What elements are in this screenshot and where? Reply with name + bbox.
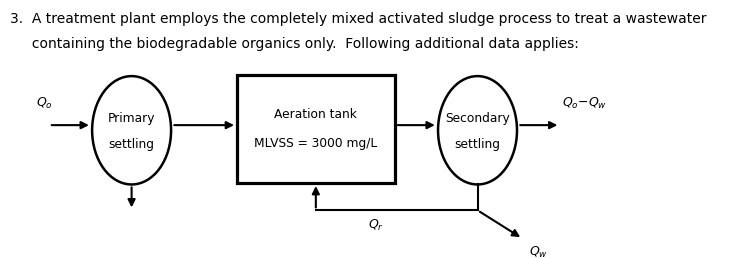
Text: $Q_w$: $Q_w$ (529, 245, 547, 258)
Text: $Q_o$$-$$Q_w$: $Q_o$$-$$Q_w$ (562, 96, 608, 111)
Text: $Q_o$: $Q_o$ (36, 96, 53, 111)
Text: $Q_r$: $Q_r$ (368, 218, 384, 233)
Text: Primary: Primary (108, 112, 156, 125)
Bar (237, 75, 395, 183)
Text: settling: settling (108, 138, 155, 151)
Text: settling: settling (454, 138, 501, 151)
Text: Aeration tank: Aeration tank (274, 108, 357, 121)
Text: MLVSS = 3000 mg/L: MLVSS = 3000 mg/L (254, 137, 378, 150)
Text: containing the biodegradable organics only.  Following additional data applies:: containing the biodegradable organics on… (10, 37, 578, 51)
Text: Secondary: Secondary (445, 112, 510, 125)
Text: 3.  A treatment plant employs the completely mixed activated sludge process to t: 3. A treatment plant employs the complet… (10, 12, 706, 26)
